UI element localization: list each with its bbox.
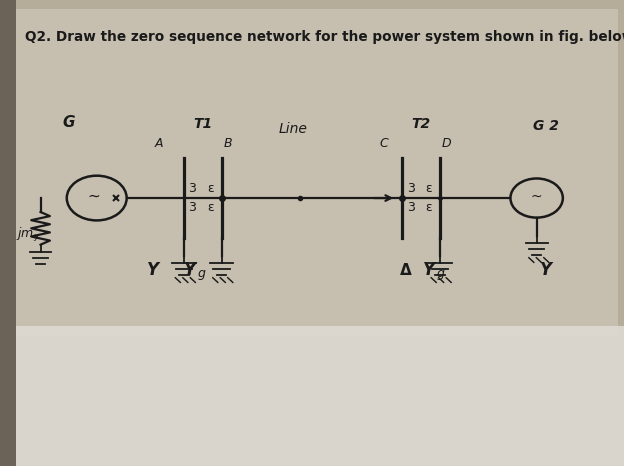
Text: 3: 3: [407, 201, 414, 214]
Bar: [0, 326, 624, 466]
Text: Y: Y: [423, 261, 436, 279]
Text: A: A: [155, 137, 163, 150]
Text: ε: ε: [207, 182, 213, 195]
Text: ε: ε: [426, 182, 432, 195]
Text: T1: T1: [193, 117, 212, 131]
Text: D: D: [441, 137, 451, 150]
Text: Y: Y: [540, 261, 552, 279]
Text: Q2. Draw the zero sequence network for the power system shown in fig. below.: Q2. Draw the zero sequence network for t…: [25, 30, 624, 44]
Text: C: C: [379, 137, 388, 150]
Text: 3: 3: [407, 182, 414, 195]
Text: ε: ε: [207, 201, 213, 214]
Text: g: g: [198, 267, 205, 280]
Bar: [12, 9, 618, 336]
Text: 3: 3: [188, 201, 196, 214]
Text: 3: 3: [188, 182, 196, 195]
Text: T2: T2: [412, 117, 431, 131]
Text: B: B: [223, 137, 232, 150]
Text: Line: Line: [279, 122, 308, 136]
Text: jm$_y$: jm$_y$: [16, 226, 40, 244]
Text: ε: ε: [426, 201, 432, 214]
Text: Y: Y: [184, 261, 197, 279]
Text: ~: ~: [531, 190, 542, 204]
Text: g: g: [437, 267, 444, 280]
Text: G 2: G 2: [533, 119, 559, 133]
Bar: [0, 0, 16, 466]
Text: G: G: [62, 116, 75, 130]
Text: ~: ~: [87, 188, 100, 203]
Text: Y: Y: [147, 261, 159, 279]
Text: Δ: Δ: [400, 263, 411, 278]
